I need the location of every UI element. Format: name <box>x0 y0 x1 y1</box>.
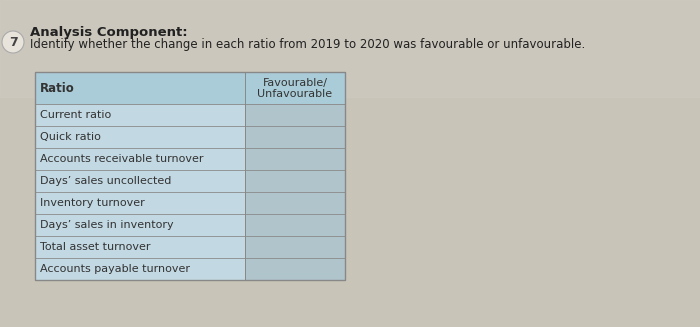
Bar <box>35 104 245 126</box>
Circle shape <box>2 31 24 53</box>
Text: Days’ sales in inventory: Days’ sales in inventory <box>40 220 174 230</box>
Bar <box>245 214 345 236</box>
Bar <box>35 126 245 148</box>
Bar <box>35 170 245 192</box>
Bar <box>0 0 700 97</box>
Bar <box>35 148 245 170</box>
Bar <box>35 72 345 280</box>
Bar <box>35 236 245 258</box>
Bar <box>245 236 345 258</box>
Text: Ratio: Ratio <box>40 81 75 95</box>
Text: Total asset turnover: Total asset turnover <box>40 242 150 252</box>
Bar <box>245 148 345 170</box>
Text: Unfavourable: Unfavourable <box>258 89 332 99</box>
Text: Inventory turnover: Inventory turnover <box>40 198 145 208</box>
Text: Accounts payable turnover: Accounts payable turnover <box>40 264 190 274</box>
Bar <box>245 104 345 126</box>
Bar <box>245 170 345 192</box>
Text: Favourable/: Favourable/ <box>262 78 328 88</box>
Bar <box>35 192 245 214</box>
Bar <box>245 258 345 280</box>
Text: Quick ratio: Quick ratio <box>40 132 101 142</box>
Bar <box>35 214 245 236</box>
Bar <box>245 192 345 214</box>
Text: Accounts receivable turnover: Accounts receivable turnover <box>40 154 204 164</box>
Bar <box>245 126 345 148</box>
Text: Identify whether the change in each ratio from 2019 to 2020 was favourable or un: Identify whether the change in each rati… <box>30 38 585 51</box>
Bar <box>35 258 245 280</box>
Text: Analysis Component:: Analysis Component: <box>30 26 188 39</box>
Text: 7: 7 <box>8 36 18 48</box>
Bar <box>35 72 345 104</box>
Text: Current ratio: Current ratio <box>40 110 111 120</box>
Text: Days’ sales uncollected: Days’ sales uncollected <box>40 176 172 186</box>
